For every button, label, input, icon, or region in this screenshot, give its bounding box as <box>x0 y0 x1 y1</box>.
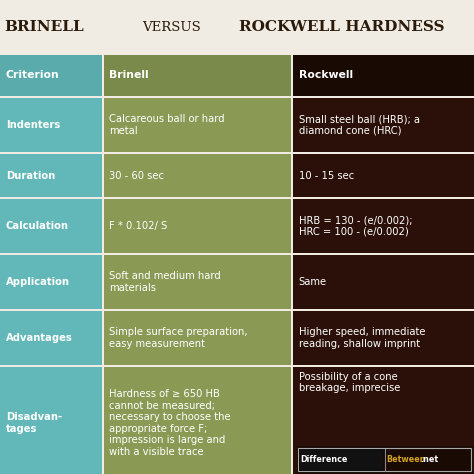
Text: Brinell: Brinell <box>109 70 149 81</box>
Text: VERSUS: VERSUS <box>142 21 201 34</box>
Text: Possibility of a cone
breakage, imprecise: Possibility of a cone breakage, imprecis… <box>299 372 400 393</box>
Bar <box>297 446 473 474</box>
Text: ROCKWELL HARDNESS: ROCKWELL HARDNESS <box>239 20 445 34</box>
Bar <box>104 311 291 365</box>
Text: Soft and medium hard
materials: Soft and medium hard materials <box>109 271 221 293</box>
Text: BRINELL: BRINELL <box>5 20 84 34</box>
Bar <box>104 255 291 309</box>
Bar <box>293 154 474 197</box>
Text: Advantages: Advantages <box>6 333 73 343</box>
Text: Difference: Difference <box>300 456 347 464</box>
Text: .net: .net <box>420 456 438 464</box>
Bar <box>0 55 102 96</box>
Bar <box>104 199 291 253</box>
Text: Between: Between <box>386 456 425 464</box>
Text: Hardness of ≥ 650 HB
cannot be measured;
necessary to choose the
appropriate for: Hardness of ≥ 650 HB cannot be measured;… <box>109 389 231 457</box>
Text: Application: Application <box>6 277 70 287</box>
Text: Rockwell: Rockwell <box>299 70 353 81</box>
Bar <box>0 367 102 474</box>
Bar <box>299 449 383 471</box>
Text: F * 0.102/ S: F * 0.102/ S <box>109 221 168 231</box>
Text: 30 - 60 sec: 30 - 60 sec <box>109 171 164 181</box>
Bar <box>0 199 102 253</box>
Text: HRB = 130 - (e/0.002);
HRC = 100 - (e/0.002): HRB = 130 - (e/0.002); HRC = 100 - (e/0.… <box>299 215 412 237</box>
Bar <box>104 154 291 197</box>
Bar <box>293 311 474 365</box>
Bar <box>0 255 102 309</box>
Bar <box>104 367 291 474</box>
Bar <box>293 367 474 474</box>
Text: Criterion: Criterion <box>6 70 59 81</box>
Bar <box>293 55 474 96</box>
Text: Indenters: Indenters <box>6 120 60 130</box>
Bar <box>293 255 474 309</box>
Bar <box>0 98 102 152</box>
Text: Duration: Duration <box>6 171 55 181</box>
Text: Same: Same <box>299 277 327 287</box>
Text: Small steel ball (HRB); a
diamond cone (HRC): Small steel ball (HRB); a diamond cone (… <box>299 114 419 136</box>
Bar <box>298 448 471 471</box>
Bar <box>293 199 474 253</box>
Bar <box>293 98 474 152</box>
Text: Disadvan-
tages: Disadvan- tages <box>6 412 62 434</box>
Bar <box>0 311 102 365</box>
Bar <box>104 55 291 96</box>
Bar <box>0 154 102 197</box>
Text: Higher speed, immediate
reading, shallow imprint: Higher speed, immediate reading, shallow… <box>299 327 425 349</box>
Text: 10 - 15 sec: 10 - 15 sec <box>299 171 354 181</box>
Bar <box>104 98 291 152</box>
Text: Simple surface preparation,
easy measurement: Simple surface preparation, easy measure… <box>109 327 248 349</box>
Text: Calculation: Calculation <box>6 221 69 231</box>
Text: Calcareous ball or hard
metal: Calcareous ball or hard metal <box>109 114 225 136</box>
